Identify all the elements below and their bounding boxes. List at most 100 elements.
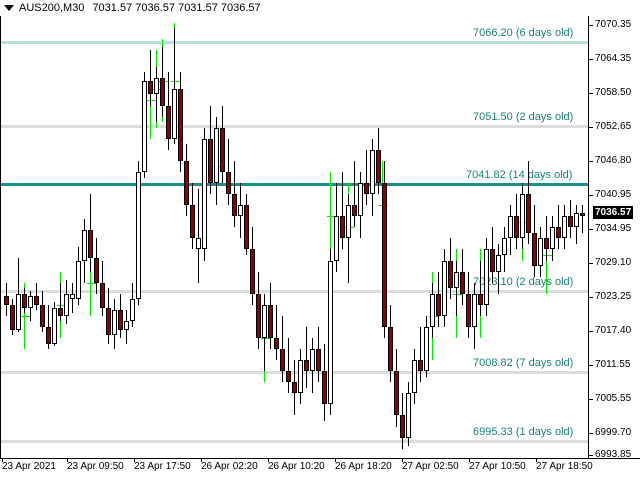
time-axis-label: 26 Apr 10:20 [268,461,325,472]
candle-body-bullish [454,271,459,289]
green-marker-cross [87,282,96,284]
candle-body-bearish [244,205,249,250]
time-axis-label: 27 Apr 10:50 [469,461,526,472]
green-marker-cross [453,293,462,295]
time-axis[interactable]: 23 Apr 2021 23 Apr 09:50 23 Apr 17:50 26 Ap… [0,459,640,480]
candle-body-bullish [124,321,129,330]
candle-body-bullish [508,216,513,239]
price-axis[interactable]: 7070.35 7064.35 7058.50 7052.65 7046.80 7040.… [589,0,640,460]
candle-body-bullish [172,88,177,139]
price-axis-tick [589,161,593,162]
green-marker-cross [543,254,552,256]
candle-body-bullish [346,205,351,239]
time-axis-tick [469,459,470,462]
candle-body-bearish [226,171,231,195]
candle-body-bearish [580,213,585,217]
candle-body-bearish [460,271,465,294]
green-marker-cross [21,315,30,317]
candle-body-bullish [472,293,477,327]
candle-body-bullish [520,194,525,239]
candle-wick [480,260,481,316]
candle-body-bearish [250,249,255,294]
price-axis-label: 7029.10 [595,257,632,268]
candle-wick [276,304,277,361]
candle-body-bullish [64,293,69,316]
symbol-timeframe-label: AUS200,M30 [19,2,85,14]
candle-body-bearish [466,293,471,327]
candle-body-bearish [220,127,225,172]
candle-wick [288,338,289,394]
candle-body-bullish [574,213,579,228]
sr-line[interactable] [0,125,588,128]
time-axis-label: 27 Apr 02:50 [402,461,459,472]
candle-wick [558,205,559,250]
candle-body-bearish [364,183,369,195]
time-axis-tick [536,459,537,462]
sr-line-label: 7051.50 (2 days old) [473,111,574,123]
candle-body-bearish [208,138,213,184]
candle-body-bearish [316,349,321,372]
price-axis-label: 6993.85 [595,449,632,460]
candle-body-bullish [406,393,411,438]
candle-wick [546,216,547,261]
triangle-down-icon[interactable] [4,5,14,11]
price-axis-label: 7046.80 [595,155,632,166]
chart-plot-area[interactable]: 7066.20 (6 days old) 7051.50 (2 days old)… [0,16,588,458]
sr-line-label: 6995.33 (1 days old) [473,426,574,438]
price-axis-tick [589,127,593,128]
sr-line[interactable] [0,440,588,443]
candle-body-bearish [160,77,165,106]
candle-body-bearish [256,293,261,338]
candle-body-bearish [10,304,15,330]
candle-body-bullish [82,230,87,261]
price-axis-label: 7034.95 [595,223,632,234]
candle-body-bearish [304,360,309,372]
candle-body-bullish [562,216,567,239]
time-axis-tick [201,459,202,462]
candle-wick [582,205,583,233]
candle-wick [366,149,367,206]
price-axis-label: 7040.95 [595,189,632,200]
candle-body-bearish [34,296,39,305]
candle-body-bullish [502,238,507,255]
price-axis-label: 7058.50 [595,87,632,98]
candle-body-bullish [424,326,429,372]
price-axis-tick [589,297,593,298]
candle-body-bullish [298,360,303,394]
sr-line[interactable] [0,183,588,186]
candle-body-bearish [532,232,537,267]
price-axis-tick [589,433,593,434]
candle-body-bearish [106,307,111,336]
sr-line-label: 7041.82 (14 days old) [466,169,573,181]
time-axis-tick [67,459,68,462]
candle-body-bearish [190,205,195,239]
candle-wick [156,66,157,123]
candle-body-bullish [328,260,333,405]
candle-body-bullish [238,205,243,217]
candle-body-bearish [418,360,423,372]
price-axis-tick [589,365,593,366]
green-marker-cross [261,338,270,339]
time-axis-tick [335,459,336,462]
price-axis-label: 7005.55 [595,393,632,404]
candle-body-bullish [154,77,159,95]
plot-border-right [588,0,589,458]
candle-body-bearish [46,326,51,344]
price-axis-tick [589,331,593,332]
candle-body-bearish [118,310,123,330]
candle-body-bearish [274,338,279,350]
time-axis-label: 23 Apr 17:50 [134,461,191,472]
sr-line[interactable] [0,290,588,293]
candle-body-bullish [70,293,75,300]
candle-wick [150,50,151,106]
time-axis-tick [134,459,135,462]
candle-body-bearish [292,382,297,394]
time-axis-label: 26 Apr 02:20 [201,461,258,472]
candle-body-bearish [22,293,27,308]
price-axis-tick [589,93,593,94]
sr-line[interactable] [0,41,588,44]
candle-body-bearish [556,227,561,239]
candle-body-bearish [514,216,519,239]
candle-body-bearish [94,257,99,283]
time-axis-label: 23 Apr 2021 [2,461,56,472]
